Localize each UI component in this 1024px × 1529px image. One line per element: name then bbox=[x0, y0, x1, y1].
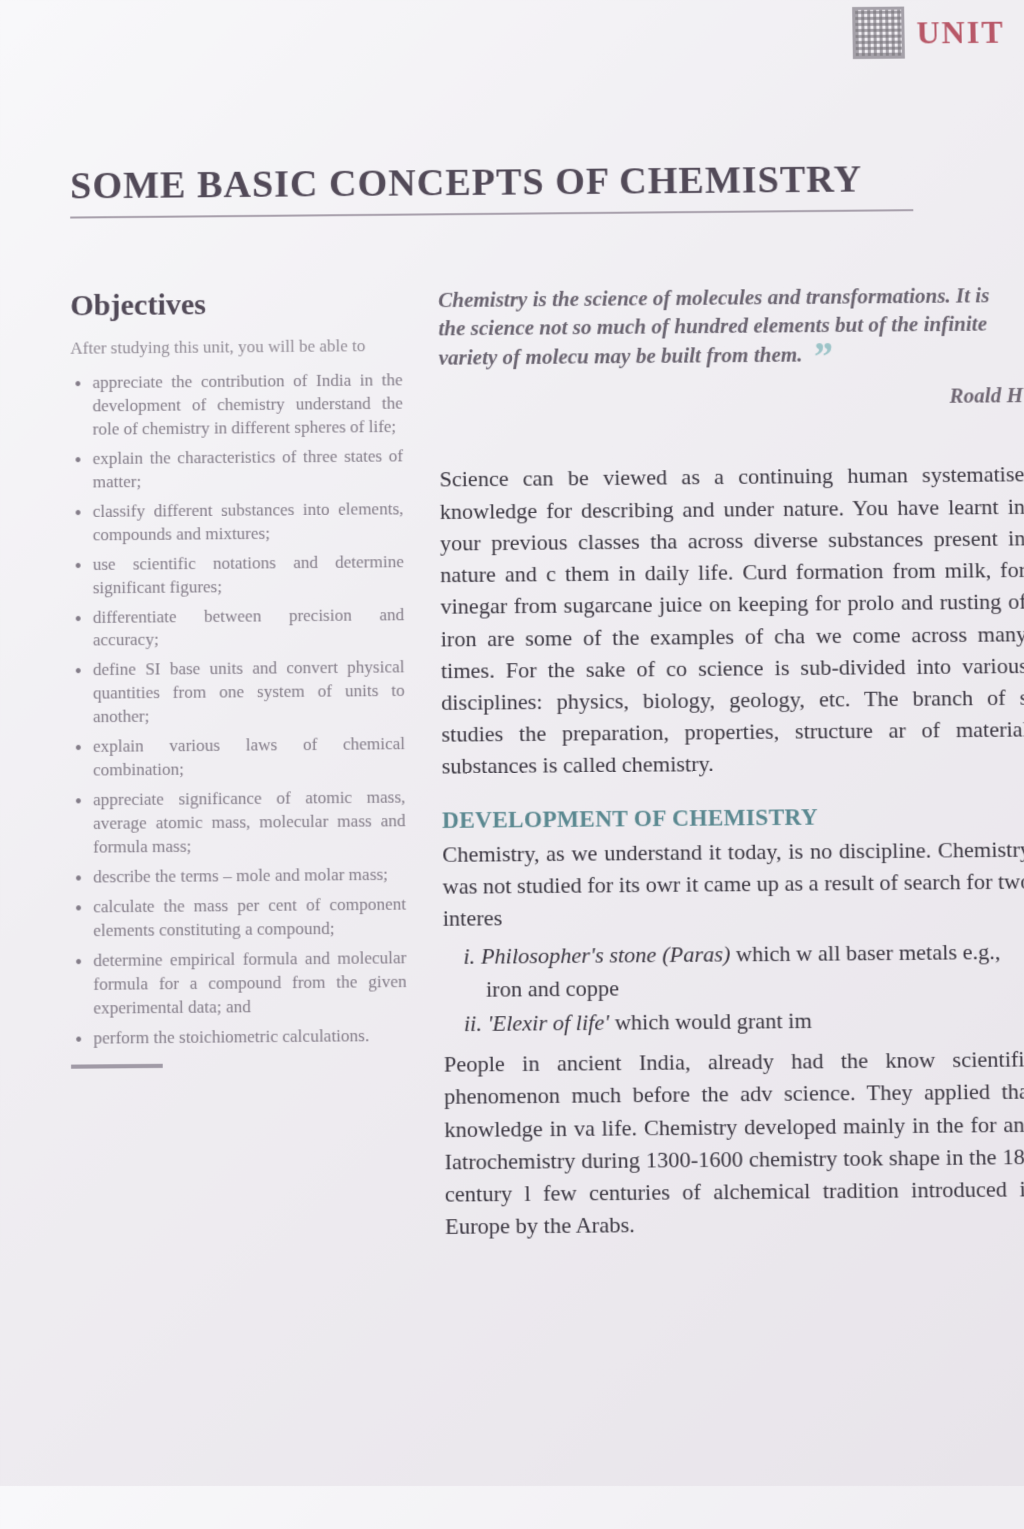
objective-item: classify different substances into eleme… bbox=[70, 498, 403, 548]
list-item-ii: ii. 'Elexir of life' which would grant i… bbox=[443, 1002, 1024, 1040]
section-heading: DEVELOPMENT OF CHEMISTRY bbox=[442, 802, 1024, 834]
item-i-italic: Philosopher's stone (Paras) bbox=[481, 941, 731, 969]
objectives-rule bbox=[71, 1064, 163, 1069]
objective-item: describe the terms – mole and molar mass… bbox=[71, 863, 406, 890]
objective-item: perform the stoichiometric calculations. bbox=[71, 1024, 407, 1051]
intro-paragraph: Science can be viewed as a continuing hu… bbox=[439, 458, 1024, 782]
quote-text: Chemistry is the science of molecules an… bbox=[438, 283, 989, 369]
closing-paragraph: People in ancient India, already had the… bbox=[444, 1043, 1024, 1243]
objective-item: explain various laws of chemical combina… bbox=[71, 733, 406, 783]
page-header-right: UNIT bbox=[852, 6, 1005, 59]
list-item-i: i. Philosopher's stone (Paras) which w a… bbox=[443, 935, 1024, 1005]
objectives-list: appreciate the contribution of India in … bbox=[70, 369, 407, 1050]
objective-item: calculate the mass per cent of component… bbox=[71, 893, 406, 943]
objectives-intro: After studying this unit, you will be ab… bbox=[70, 335, 402, 360]
epigraph-quote: “ Chemistry is the science of molecules … bbox=[438, 281, 1023, 415]
qr-code-icon bbox=[852, 7, 905, 59]
main-text-column: “ Chemistry is the science of molecules … bbox=[438, 281, 1024, 1268]
objective-item: differentiate between precision and accu… bbox=[71, 603, 405, 653]
content-columns: Objectives After studying this unit, you… bbox=[70, 281, 1024, 1271]
objective-item: define SI base units and convert physica… bbox=[71, 656, 405, 729]
objectives-heading: Objectives bbox=[70, 286, 402, 323]
objective-item: appreciate the contribution of India in … bbox=[70, 369, 403, 442]
objective-item: determine empirical formula and molecula… bbox=[71, 946, 407, 1020]
roman-numeral: i. bbox=[463, 943, 475, 969]
objective-item: appreciate significance of atomic mass, … bbox=[71, 786, 406, 860]
item-ii-italic: 'Elexir of life' bbox=[487, 1009, 609, 1036]
roman-numeral: ii. bbox=[464, 1010, 482, 1036]
unit-label: UNIT bbox=[916, 13, 1005, 51]
development-paragraph: Chemistry, as we understand it today, is… bbox=[442, 833, 1024, 935]
objective-item: explain the characteristics of three sta… bbox=[70, 445, 403, 495]
title-underline bbox=[70, 209, 913, 218]
chapter-title: SOME BASIC CONCEPTS OF CHEMISTRY bbox=[70, 156, 1024, 209]
item-ii-rest: which would grant im bbox=[609, 1007, 812, 1035]
objective-item: use scientific notations and determine s… bbox=[71, 551, 404, 601]
quote-author: Roald H bbox=[439, 381, 1023, 415]
textbook-page: UNIT SOME BASIC CONCEPTS OF CHEMISTRY Ob… bbox=[0, 0, 1024, 1529]
objectives-column: Objectives After studying this unit, you… bbox=[70, 286, 408, 1271]
